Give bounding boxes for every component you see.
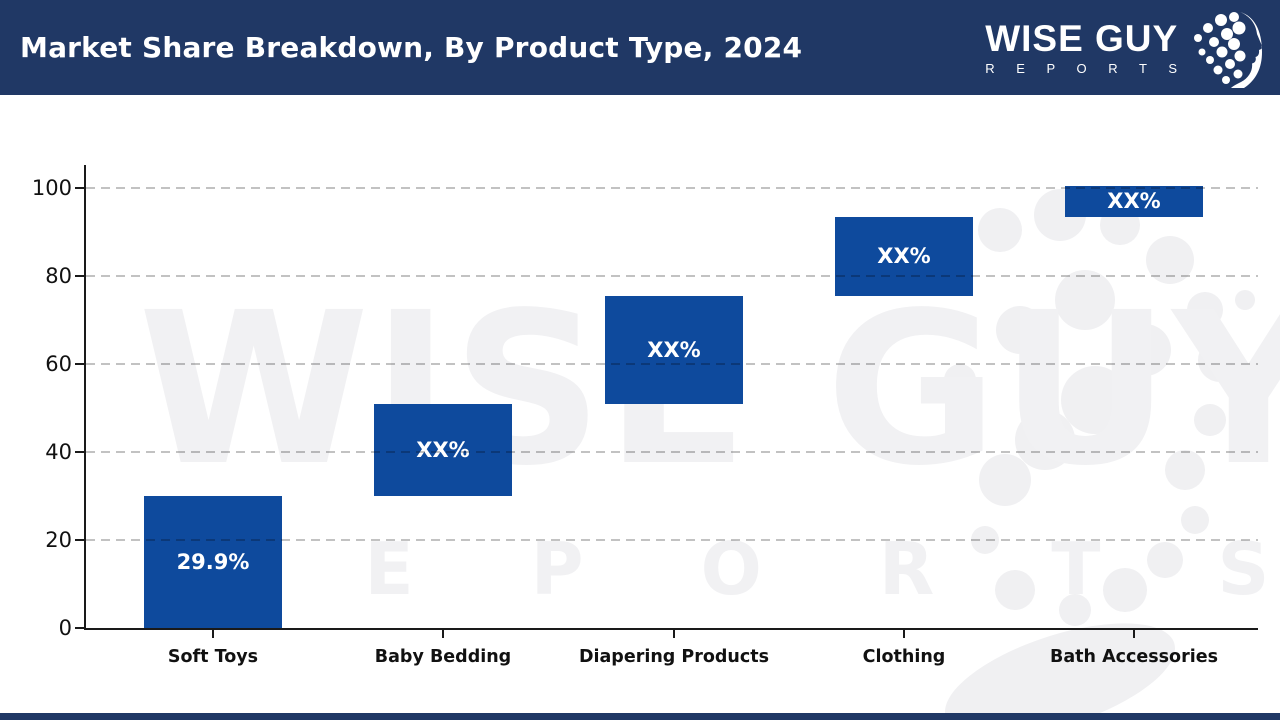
y-tick-mark [75,539,84,541]
plot-area: 29.9% XX% XX% XX% XX% 0 20 40 60 80 100 Soft Toys Ba… [32,165,1258,667]
gridline-60 [86,363,1258,365]
logo-wordmark: WISE GUY R E P O R T S [985,20,1186,76]
y-tick-mark [75,187,84,189]
x-tick-mark [1133,630,1135,638]
bar-bath-accessories: XX% [1065,185,1203,217]
gridline-40 [86,451,1258,453]
bar-value-label: XX% [416,438,470,462]
header-bar: Market Share Breakdown, By Product Type,… [0,0,1280,95]
category-label: Bath Accessories [1050,647,1218,667]
category-label: Soft Toys [167,647,259,667]
y-tick-label: 20 [45,528,72,552]
bar-clothing: XX% [835,216,973,296]
gridline-20 [86,539,1258,541]
x-tick-mark [903,630,905,638]
bar-soft-toys: 29.9% [144,496,282,628]
bar-baby-bedding: XX% [374,403,512,497]
y-tick-mark [75,275,84,277]
y-tick-label: 60 [45,352,72,376]
bar-diapering-products: XX% [605,295,743,404]
bar-value-label: 29.9% [176,550,250,575]
bar-value-label: XX% [647,337,701,362]
y-tick-label: 40 [45,440,72,464]
x-tick-mark [673,630,675,638]
page-title: Market Share Breakdown, By Product Type,… [20,31,803,64]
y-tick-label: 100 [31,176,72,200]
y-tick-mark [75,363,84,365]
bar-value-label: XX% [1107,189,1161,214]
logo-wordmark-line2: R E P O R T S [985,60,1186,76]
category-label: Baby Bedding [374,647,512,667]
logo-wordmark-line1: WISE GUY [985,17,1179,59]
y-tick-label: 80 [45,264,72,288]
y-tick-label: 0 [58,616,72,640]
gridline-80 [86,275,1258,277]
logo-head-icon [1194,11,1262,88]
category-label: Diapering Products [578,647,770,667]
chart-canvas: WISE GUY R E P O R T S 29.9% XX% XX% XX% XX%… [0,95,1280,713]
y-tick-mark [75,627,84,629]
category-label: Clothing [862,647,946,667]
wiseguy-logo: WISE GUY R E P O R T S [985,8,1262,88]
footer-bar [0,713,1280,720]
y-tick-mark [75,451,84,453]
x-tick-mark [212,630,214,638]
bar-value-label: XX% [877,244,931,269]
x-tick-mark [442,630,444,638]
gridline-100 [86,187,1258,189]
